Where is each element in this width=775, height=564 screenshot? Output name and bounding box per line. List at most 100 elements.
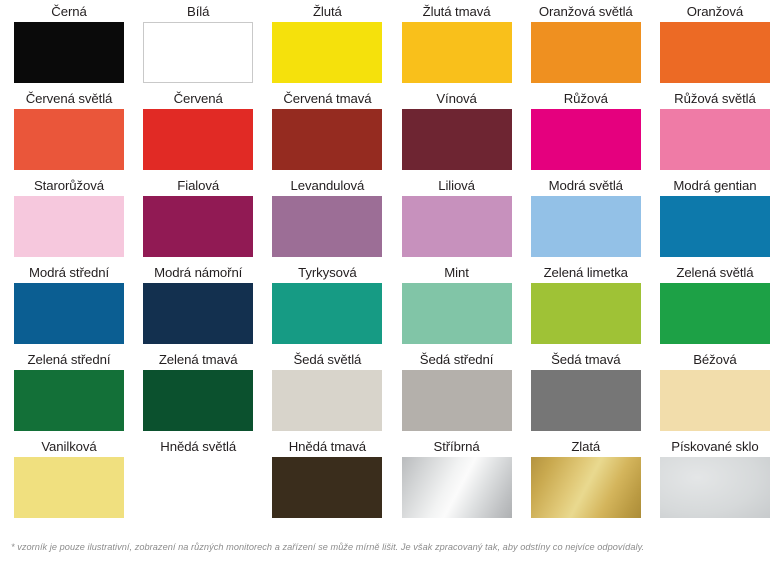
- swatch-cell[interactable]: Žlutá tmavá: [398, 4, 516, 91]
- swatch-cell[interactable]: Červená světlá: [10, 91, 128, 178]
- swatch-label: Vínová: [436, 91, 477, 106]
- swatch-cell[interactable]: Modrá námořní: [139, 265, 257, 352]
- swatch-cell[interactable]: Tyrkysová: [268, 265, 386, 352]
- swatch-label: Stříbrná: [433, 439, 480, 454]
- swatch-cell[interactable]: Šedá světlá: [268, 352, 386, 439]
- swatch-label: Černá: [51, 4, 87, 19]
- swatch-color-chip[interactable]: [143, 22, 254, 83]
- swatch-color-chip[interactable]: [272, 109, 383, 170]
- swatch-label: Modrá gentian: [673, 178, 757, 193]
- swatch-label: Šedá tmavá: [551, 352, 621, 367]
- swatch-label: Růžová: [563, 91, 608, 106]
- swatch-label: Červená tmavá: [283, 91, 372, 106]
- swatch-color-chip[interactable]: [272, 196, 383, 257]
- swatch-color-chip[interactable]: [272, 22, 383, 83]
- swatch-label: Šedá střední: [419, 352, 494, 367]
- swatch-label: Zlatá: [571, 439, 601, 454]
- swatch-label: Levandulová: [290, 178, 365, 193]
- swatch-color-chip[interactable]: [401, 22, 512, 83]
- swatch-color-chip[interactable]: [14, 196, 124, 257]
- swatch-cell[interactable]: Fialová: [139, 178, 257, 265]
- swatch-cell[interactable]: Oranžová světlá: [527, 4, 645, 91]
- swatch-color-chip[interactable]: [401, 283, 512, 344]
- swatch-label: Modrá světlá: [548, 178, 623, 193]
- swatch-color-chip[interactable]: [659, 457, 770, 518]
- swatch-cell[interactable]: Zelená limetka: [527, 265, 645, 352]
- swatch-cell[interactable]: Starorůžová: [10, 178, 128, 265]
- swatch-color-chip[interactable]: [272, 283, 383, 344]
- swatch-color-chip[interactable]: [14, 109, 124, 170]
- swatch-color-chip[interactable]: [14, 457, 124, 518]
- swatch-color-chip[interactable]: [14, 22, 124, 83]
- swatch-color-chip[interactable]: [530, 109, 641, 170]
- swatch-cell[interactable]: Růžová: [527, 91, 645, 178]
- swatch-color-chip[interactable]: [659, 196, 770, 257]
- swatch-cell[interactable]: Vanilková: [10, 439, 128, 526]
- swatch-cell[interactable]: Šedá střední: [398, 352, 516, 439]
- swatch-color-chip[interactable]: [272, 370, 383, 431]
- swatch-color-chip[interactable]: [143, 283, 254, 344]
- swatch-color-chip[interactable]: [143, 196, 254, 257]
- swatch-label: Mint: [444, 265, 469, 280]
- swatch-cell[interactable]: Béžová: [656, 352, 774, 439]
- swatch-color-chip[interactable]: [272, 457, 383, 518]
- swatch-color-chip[interactable]: [14, 283, 124, 344]
- swatch-label: Béžová: [693, 352, 737, 367]
- swatch-cell[interactable]: Hnědá světlá: [139, 439, 257, 526]
- swatch-color-chip[interactable]: [530, 283, 641, 344]
- swatch-cell[interactable]: Vínová: [398, 91, 516, 178]
- swatch-label: Oranžová světlá: [538, 4, 633, 19]
- swatch-color-chip[interactable]: [530, 457, 641, 518]
- swatch-label: Tyrkysová: [298, 265, 357, 280]
- swatch-cell[interactable]: Levandulová: [268, 178, 386, 265]
- swatch-label: Zelená limetka: [543, 265, 628, 280]
- swatch-color-chip[interactable]: [659, 283, 770, 344]
- swatch-cell[interactable]: Bílá: [139, 4, 257, 91]
- swatch-cell[interactable]: Liliová: [398, 178, 516, 265]
- swatch-label: Modrá střední: [28, 265, 110, 280]
- swatch-cell[interactable]: Červená tmavá: [268, 91, 386, 178]
- swatch-label: Bílá: [187, 4, 210, 19]
- swatch-color-chip[interactable]: [401, 109, 512, 170]
- swatch-cell[interactable]: Zelená tmavá: [139, 352, 257, 439]
- swatch-cell[interactable]: Hnědá tmavá: [268, 439, 386, 526]
- swatch-label: Šedá světlá: [293, 352, 362, 367]
- swatch-color-chip[interactable]: [401, 457, 512, 518]
- swatch-color-chip[interactable]: [143, 109, 254, 170]
- swatch-color-chip[interactable]: [14, 370, 124, 431]
- swatch-color-chip[interactable]: [401, 196, 512, 257]
- swatch-label: Starorůžová: [33, 178, 104, 193]
- swatch-cell[interactable]: Růžová světlá: [656, 91, 774, 178]
- swatch-cell[interactable]: Pískované sklo: [656, 439, 774, 526]
- swatch-cell[interactable]: Červená: [139, 91, 257, 178]
- swatch-label: Vanilková: [41, 439, 97, 454]
- swatch-label: Zelená tmavá: [158, 352, 238, 367]
- swatch-cell[interactable]: Zelená střední: [10, 352, 128, 439]
- swatch-color-chip[interactable]: [659, 22, 770, 83]
- swatch-color-chip[interactable]: [143, 457, 253, 518]
- swatch-label: Fialová: [177, 178, 220, 193]
- swatch-color-chip[interactable]: [530, 370, 641, 431]
- swatch-grid: Černá Bílá Žlutá Žlutá tmavá Oranžová světlá…: [10, 4, 774, 526]
- swatch-label: Žlutá: [312, 4, 342, 19]
- swatch-color-chip[interactable]: [659, 370, 770, 431]
- swatch-cell[interactable]: Modrá střední: [10, 265, 128, 352]
- swatch-cell[interactable]: Zlatá: [527, 439, 645, 526]
- swatch-cell[interactable]: Modrá gentian: [656, 178, 774, 265]
- swatch-cell[interactable]: Modrá světlá: [527, 178, 645, 265]
- swatch-cell[interactable]: Žlutá: [268, 4, 386, 91]
- swatch-cell[interactable]: Stříbrná: [398, 439, 516, 526]
- swatch-color-chip[interactable]: [401, 370, 512, 431]
- swatch-cell[interactable]: Černá: [10, 4, 128, 91]
- swatch-cell[interactable]: Šedá tmavá: [527, 352, 645, 439]
- swatch-cell[interactable]: Zelená světlá: [656, 265, 774, 352]
- swatch-color-chip[interactable]: [530, 22, 641, 83]
- footnote-disclaimer: * vzorník je pouze ilustrativní, zobraze…: [11, 542, 645, 552]
- swatch-label: Žlutá tmavá: [422, 4, 491, 19]
- swatch-color-chip[interactable]: [143, 370, 254, 431]
- swatch-color-chip[interactable]: [659, 109, 770, 170]
- swatch-cell[interactable]: Oranžová: [656, 4, 774, 91]
- swatch-cell[interactable]: Mint: [398, 265, 516, 352]
- swatch-color-chip[interactable]: [530, 196, 641, 257]
